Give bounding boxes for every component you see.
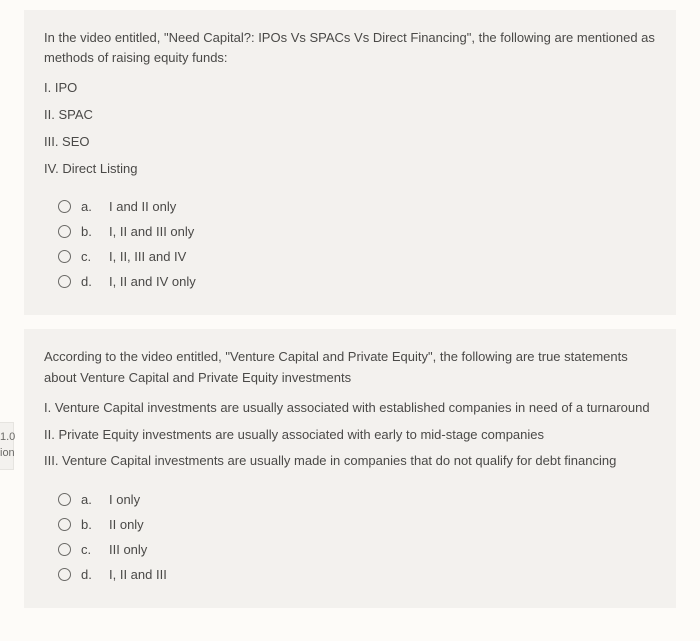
option-c[interactable]: c. III only [58, 542, 656, 557]
statement-list: I. Venture Capital investments are usual… [44, 398, 656, 472]
option-text: I only [109, 492, 140, 507]
radio-icon [58, 493, 71, 506]
radio-icon [58, 200, 71, 213]
option-letter: d. [81, 274, 99, 289]
statement: I. Venture Capital investments are usual… [44, 398, 656, 419]
option-a[interactable]: a. I and II only [58, 199, 656, 214]
statement: I. IPO [44, 78, 656, 99]
statement: IV. Direct Listing [44, 159, 656, 180]
question-prompt: In the video entitled, "Need Capital?: I… [44, 28, 656, 68]
statement: II. Private Equity investments are usual… [44, 425, 656, 446]
option-a[interactable]: a. I only [58, 492, 656, 507]
question-card-1: In the video entitled, "Need Capital?: I… [24, 10, 676, 315]
radio-icon [58, 543, 71, 556]
radio-icon [58, 275, 71, 288]
statement: II. SPAC [44, 105, 656, 126]
radio-icon [58, 518, 71, 531]
option-b[interactable]: b. I, II and III only [58, 224, 656, 239]
option-letter: c. [81, 542, 99, 557]
option-letter: c. [81, 249, 99, 264]
option-letter: a. [81, 492, 99, 507]
option-text: II only [109, 517, 144, 532]
option-letter: b. [81, 517, 99, 532]
option-d[interactable]: d. I, II and IV only [58, 274, 656, 289]
option-list: a. I only b. II only c. III only d. I, I… [44, 492, 656, 582]
option-text: I and II only [109, 199, 176, 214]
option-text: I, II, III and IV [109, 249, 186, 264]
radio-icon [58, 250, 71, 263]
question-prompt: According to the video entitled, "Ventur… [44, 347, 656, 387]
side-tab-line2: ion [0, 446, 13, 461]
side-tab: 1.0 ion [0, 422, 14, 470]
option-text: I, II and III only [109, 224, 194, 239]
option-d[interactable]: d. I, II and III [58, 567, 656, 582]
option-letter: a. [81, 199, 99, 214]
radio-icon [58, 568, 71, 581]
radio-icon [58, 225, 71, 238]
side-tab-line1: 1.0 [0, 430, 13, 445]
option-text: I, II and III [109, 567, 167, 582]
option-text: I, II and IV only [109, 274, 196, 289]
option-c[interactable]: c. I, II, III and IV [58, 249, 656, 264]
statement: III. Venture Capital investments are usu… [44, 451, 656, 472]
option-list: a. I and II only b. I, II and III only c… [44, 199, 656, 289]
statement-list: I. IPO II. SPAC III. SEO IV. Direct List… [44, 78, 656, 179]
option-text: III only [109, 542, 147, 557]
statement: III. SEO [44, 132, 656, 153]
option-letter: d. [81, 567, 99, 582]
option-letter: b. [81, 224, 99, 239]
option-b[interactable]: b. II only [58, 517, 656, 532]
question-card-2: According to the video entitled, "Ventur… [24, 329, 676, 608]
